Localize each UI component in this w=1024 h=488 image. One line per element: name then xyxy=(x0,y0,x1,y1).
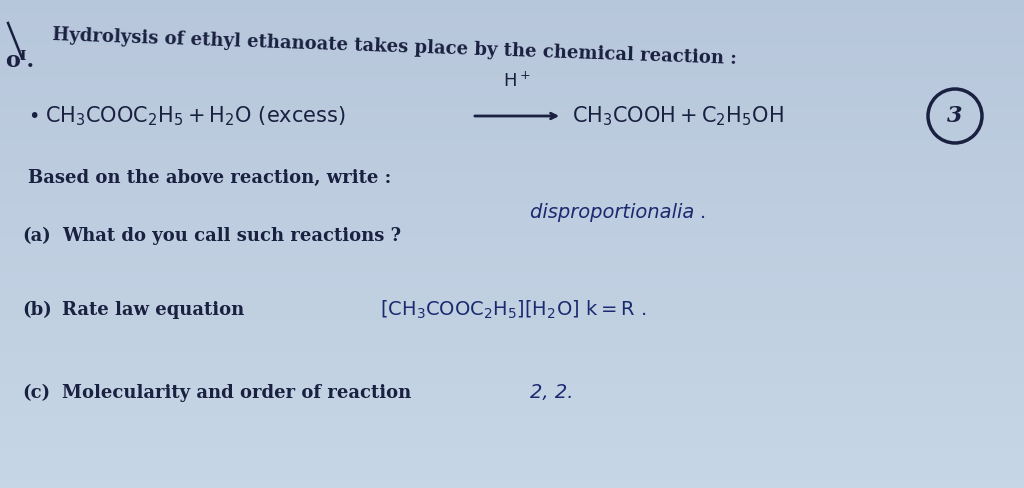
Text: Hydrolysis of ethyl ethanoate takes place by the chemical reaction :: Hydrolysis of ethyl ethanoate takes plac… xyxy=(52,26,737,68)
Text: Rate law equation: Rate law equation xyxy=(62,301,245,319)
Text: •: • xyxy=(28,106,39,125)
Text: (a): (a) xyxy=(22,227,51,245)
Text: $\mathrm{CH_3COOC_2H_5 + H_2O\ (excess)}$: $\mathrm{CH_3COOC_2H_5 + H_2O\ (excess)}… xyxy=(45,104,346,128)
Text: $\mathrm{[CH_3COOC_2H_5][H_2O]\ k = R\ .}$: $\mathrm{[CH_3COOC_2H_5][H_2O]\ k = R\ .… xyxy=(380,299,646,321)
Text: What do you call such reactions ?: What do you call such reactions ? xyxy=(62,227,401,245)
Text: Based on the above reaction, write :: Based on the above reaction, write : xyxy=(28,169,391,187)
Text: 2, 2.: 2, 2. xyxy=(530,384,573,403)
Text: oᴵ.: oᴵ. xyxy=(5,50,34,72)
Text: Molecularity and order of reaction: Molecularity and order of reaction xyxy=(62,384,412,402)
Text: $\mathrm{CH_3COOH + C_2H_5OH}$: $\mathrm{CH_3COOH + C_2H_5OH}$ xyxy=(572,104,783,128)
Text: 3: 3 xyxy=(947,105,963,127)
Text: (c): (c) xyxy=(22,384,50,402)
Text: (b): (b) xyxy=(22,301,52,319)
Text: disproportionalia .: disproportionalia . xyxy=(530,203,707,223)
Text: $\mathrm{H^+}$: $\mathrm{H^+}$ xyxy=(503,72,530,91)
